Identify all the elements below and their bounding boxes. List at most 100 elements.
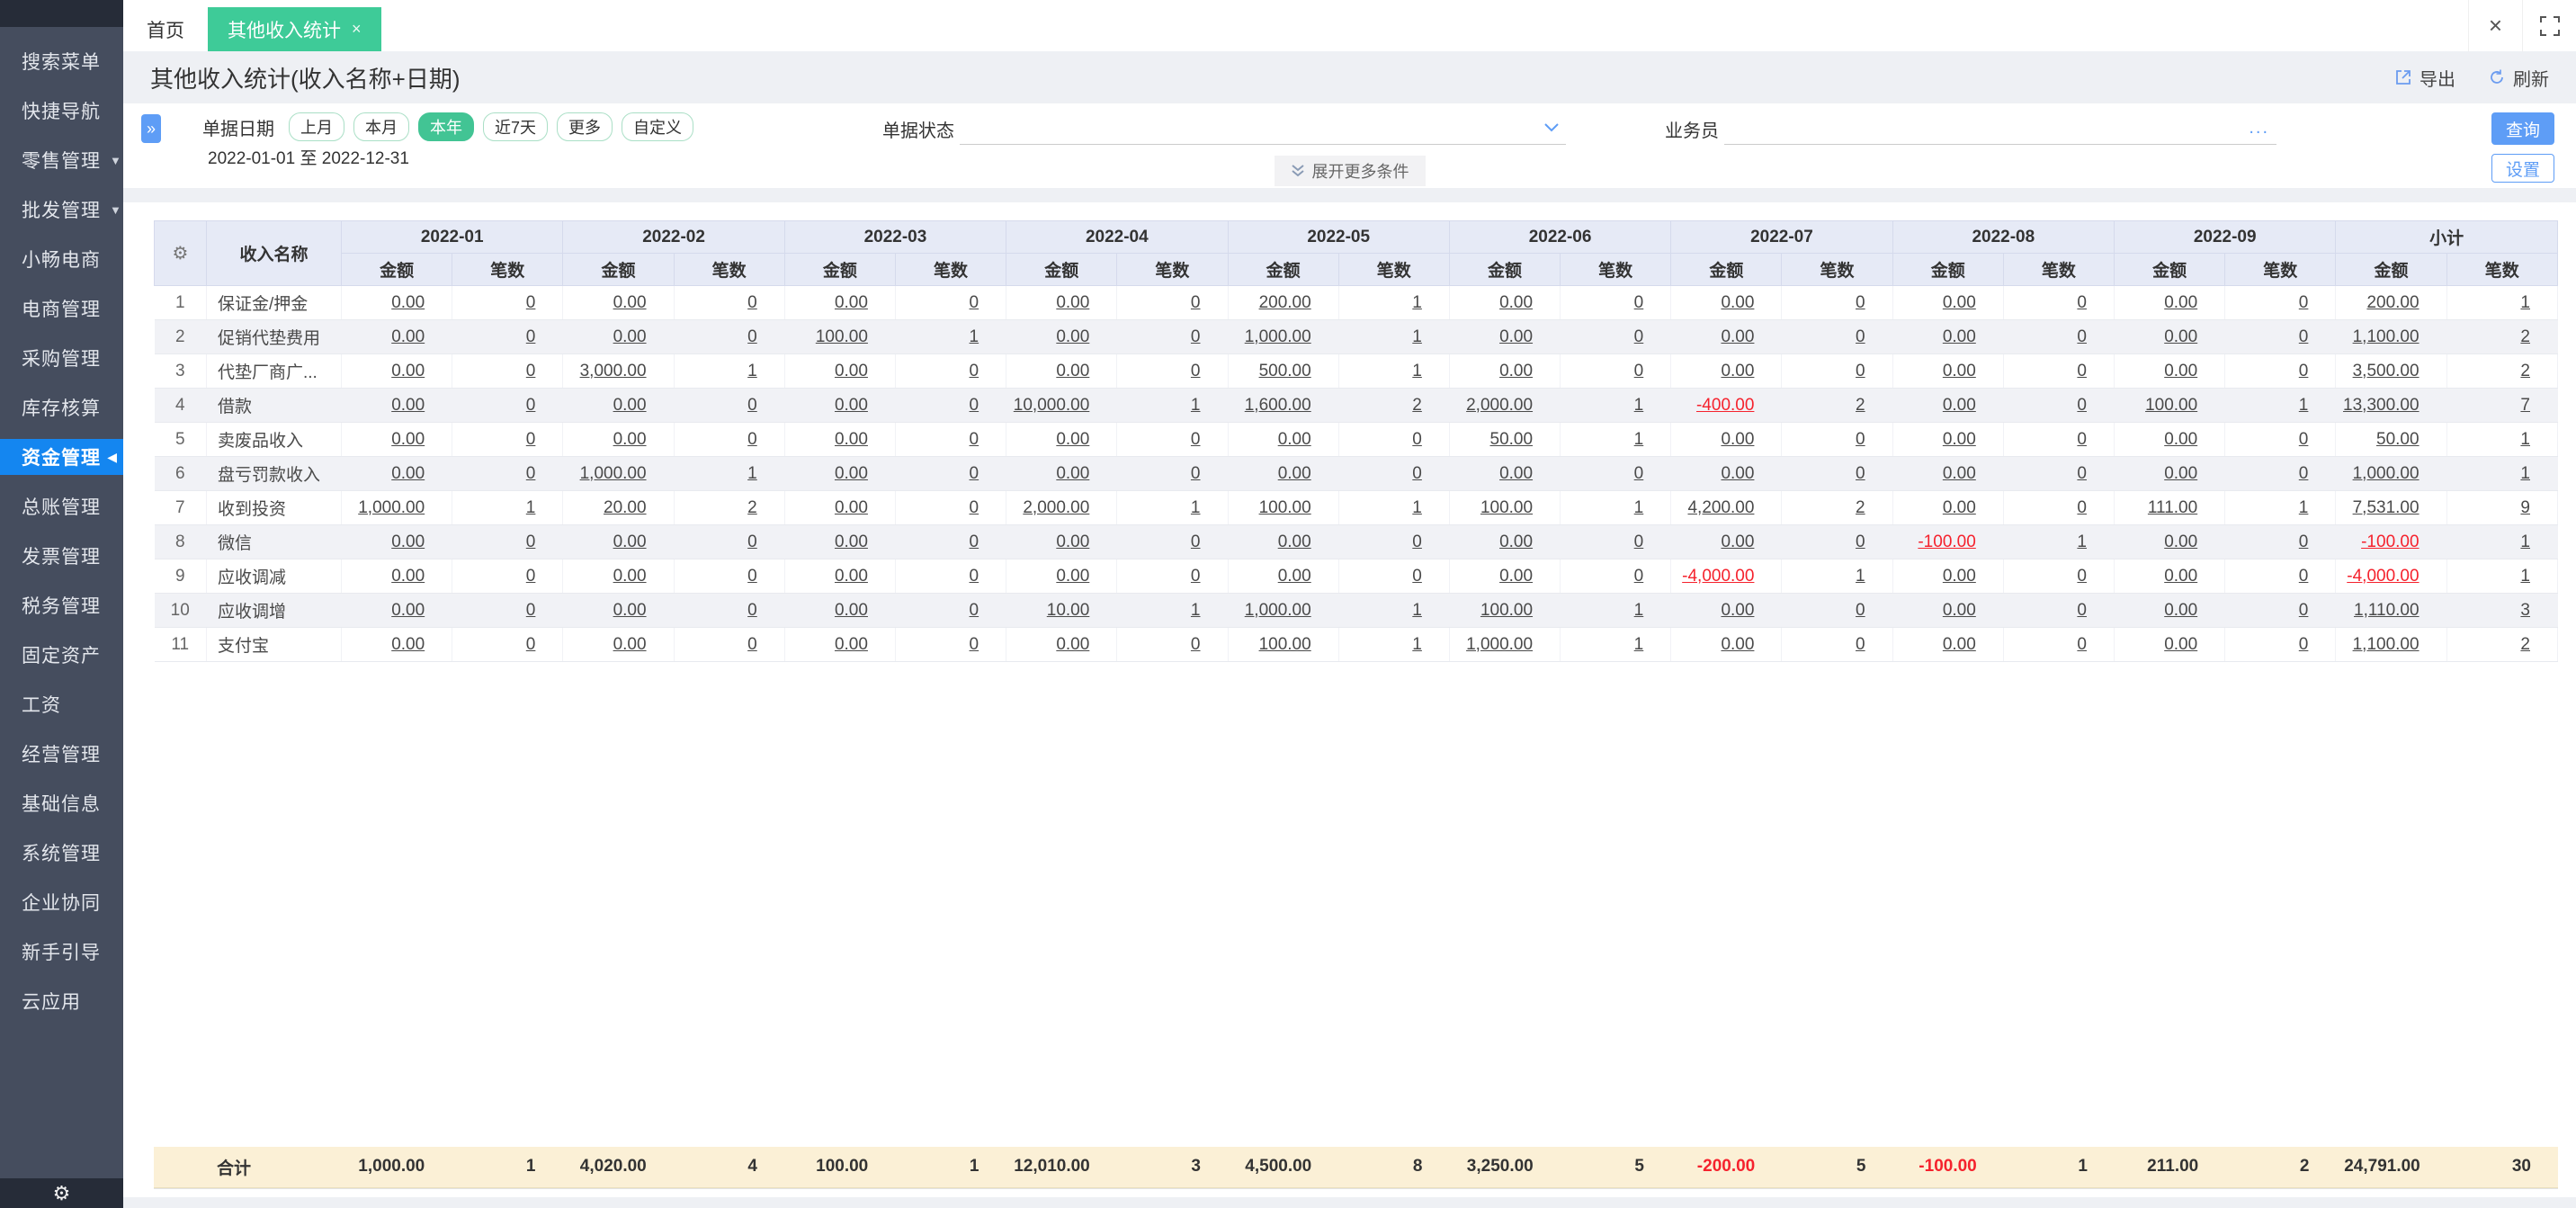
count-link[interactable]: 1 xyxy=(1633,497,1644,517)
count-link[interactable]: 0 xyxy=(747,600,757,620)
count-link[interactable]: 1 xyxy=(2520,532,2530,551)
count-link[interactable]: 0 xyxy=(1856,429,1865,449)
amount-link[interactable]: 0.00 xyxy=(1499,566,1534,586)
count-link[interactable]: 0 xyxy=(1856,327,1865,346)
horizontal-scrollbar[interactable] xyxy=(154,1188,2558,1197)
date-pill-上月[interactable]: 上月 xyxy=(289,112,344,141)
sidebar-item-经营管理[interactable]: 经营管理 xyxy=(0,736,123,772)
amount-link[interactable]: 20.00 xyxy=(604,497,647,517)
amount-link[interactable]: 0.00 xyxy=(1056,463,1090,483)
amount-link[interactable]: 1,000.00 xyxy=(579,463,647,483)
amount-link[interactable]: 0.00 xyxy=(1721,429,1755,449)
sidebar-item-资金管理[interactable]: 资金管理 ◀ xyxy=(0,439,123,475)
date-pill-更多[interactable]: 更多 xyxy=(557,112,613,141)
count-link[interactable]: 0 xyxy=(525,532,536,551)
count-link[interactable]: 1 xyxy=(525,497,536,517)
amount-link[interactable]: 0.00 xyxy=(391,566,425,586)
count-link[interactable]: 0 xyxy=(1190,361,1201,380)
amount-link[interactable]: 0.00 xyxy=(391,292,425,312)
amount-link[interactable]: -4,000.00 xyxy=(1682,566,1755,586)
amount-link[interactable]: 4,200.00 xyxy=(1687,497,1755,517)
count-link[interactable]: 0 xyxy=(1190,292,1201,312)
amount-link[interactable]: 0.00 xyxy=(2164,532,2198,551)
amount-link[interactable]: 0.00 xyxy=(1499,361,1534,380)
count-link[interactable]: 0 xyxy=(747,532,757,551)
amount-link[interactable]: 0.00 xyxy=(1056,361,1090,380)
amount-link[interactable]: 10.00 xyxy=(1046,600,1090,620)
count-link[interactable]: 0 xyxy=(969,566,979,586)
count-link[interactable]: 0 xyxy=(2077,600,2087,620)
amount-link[interactable]: 0.00 xyxy=(613,429,647,449)
seller-input[interactable]: ... xyxy=(1724,112,2277,145)
count-link[interactable]: 0 xyxy=(2298,600,2309,620)
count-link[interactable]: 1 xyxy=(969,327,979,346)
amount-link[interactable]: 0.00 xyxy=(613,292,647,312)
amount-link[interactable]: 100.00 xyxy=(1480,600,1534,620)
amount-link[interactable]: 0.00 xyxy=(1499,292,1534,312)
count-link[interactable]: 2 xyxy=(2520,327,2530,346)
amount-link[interactable]: 0.00 xyxy=(1942,327,1976,346)
count-link[interactable]: 1 xyxy=(1190,497,1201,517)
amount-link[interactable]: 0.00 xyxy=(834,600,868,620)
count-link[interactable]: 0 xyxy=(1633,463,1644,483)
count-link[interactable]: 1 xyxy=(1856,566,1865,586)
count-link[interactable]: 0 xyxy=(525,634,536,654)
count-link[interactable]: 0 xyxy=(969,532,979,551)
count-link[interactable]: 1 xyxy=(1412,327,1422,346)
export-button[interactable]: 导出 xyxy=(2394,65,2455,91)
count-link[interactable]: 1 xyxy=(2520,566,2530,586)
amount-link[interactable]: 2,000.00 xyxy=(1466,395,1534,415)
amount-link[interactable]: 0.00 xyxy=(1277,463,1311,483)
amount-link[interactable]: 0.00 xyxy=(1942,566,1976,586)
amount-link[interactable]: 200.00 xyxy=(2366,292,2419,312)
count-link[interactable]: 0 xyxy=(969,463,979,483)
count-link[interactable]: 0 xyxy=(525,566,536,586)
amount-link[interactable]: 0.00 xyxy=(2164,634,2198,654)
amount-link[interactable]: 0.00 xyxy=(1942,361,1976,380)
amount-link[interactable]: 0.00 xyxy=(1499,532,1534,551)
count-link[interactable]: 0 xyxy=(2077,463,2087,483)
count-link[interactable]: 1 xyxy=(1412,634,1422,654)
date-pill-本月[interactable]: 本月 xyxy=(353,112,409,141)
count-link[interactable]: 1 xyxy=(2077,532,2087,551)
amount-link[interactable]: 13,300.00 xyxy=(2343,395,2419,415)
date-pill-近7天[interactable]: 近7天 xyxy=(483,112,549,141)
amount-link[interactable]: 10,000.00 xyxy=(1013,395,1090,415)
fullscreen-icon[interactable] xyxy=(2522,0,2576,51)
count-link[interactable]: 0 xyxy=(1412,463,1422,483)
count-link[interactable]: 0 xyxy=(1190,429,1201,449)
sidebar-item-基础信息[interactable]: 基础信息 xyxy=(0,785,123,821)
sidebar-item-发票管理[interactable]: 发票管理 xyxy=(0,538,123,574)
amount-link[interactable]: -100.00 xyxy=(2361,532,2419,551)
amount-link[interactable]: 1,600.00 xyxy=(1244,395,1311,415)
count-link[interactable]: 1 xyxy=(1633,600,1644,620)
count-link[interactable]: 0 xyxy=(1856,532,1865,551)
amount-link[interactable]: 0.00 xyxy=(613,327,647,346)
count-link[interactable]: 0 xyxy=(1633,532,1644,551)
amount-link[interactable]: 0.00 xyxy=(391,429,425,449)
count-link[interactable]: 1 xyxy=(747,463,757,483)
amount-link[interactable]: 50.00 xyxy=(1489,429,1534,449)
count-link[interactable]: 0 xyxy=(2077,566,2087,586)
count-link[interactable]: 0 xyxy=(1856,600,1865,620)
setting-button[interactable]: 设置 xyxy=(2491,154,2554,183)
amount-link[interactable]: 1,000.00 xyxy=(2352,463,2419,483)
amount-link[interactable]: 0.00 xyxy=(1942,429,1976,449)
count-link[interactable]: 0 xyxy=(969,634,979,654)
amount-link[interactable]: 7,531.00 xyxy=(2352,497,2419,517)
amount-link[interactable]: 3,000.00 xyxy=(579,361,647,380)
count-link[interactable]: 0 xyxy=(747,566,757,586)
amount-link[interactable]: 0.00 xyxy=(1721,600,1755,620)
sidebar-item-工资[interactable]: 工资 xyxy=(0,686,123,722)
amount-link[interactable]: 1,000.00 xyxy=(1244,327,1311,346)
amount-link[interactable]: 100.00 xyxy=(2145,395,2198,415)
count-link[interactable]: 0 xyxy=(1856,463,1865,483)
amount-link[interactable]: 0.00 xyxy=(834,634,868,654)
amount-link[interactable]: 0.00 xyxy=(834,566,868,586)
count-link[interactable]: 0 xyxy=(2077,361,2087,380)
amount-link[interactable]: 0.00 xyxy=(2164,566,2198,586)
sidebar-item-云应用[interactable]: 云应用 xyxy=(0,983,123,1019)
amount-link[interactable]: 0.00 xyxy=(1499,463,1534,483)
amount-link[interactable]: 0.00 xyxy=(1942,634,1976,654)
count-link[interactable]: 0 xyxy=(747,429,757,449)
